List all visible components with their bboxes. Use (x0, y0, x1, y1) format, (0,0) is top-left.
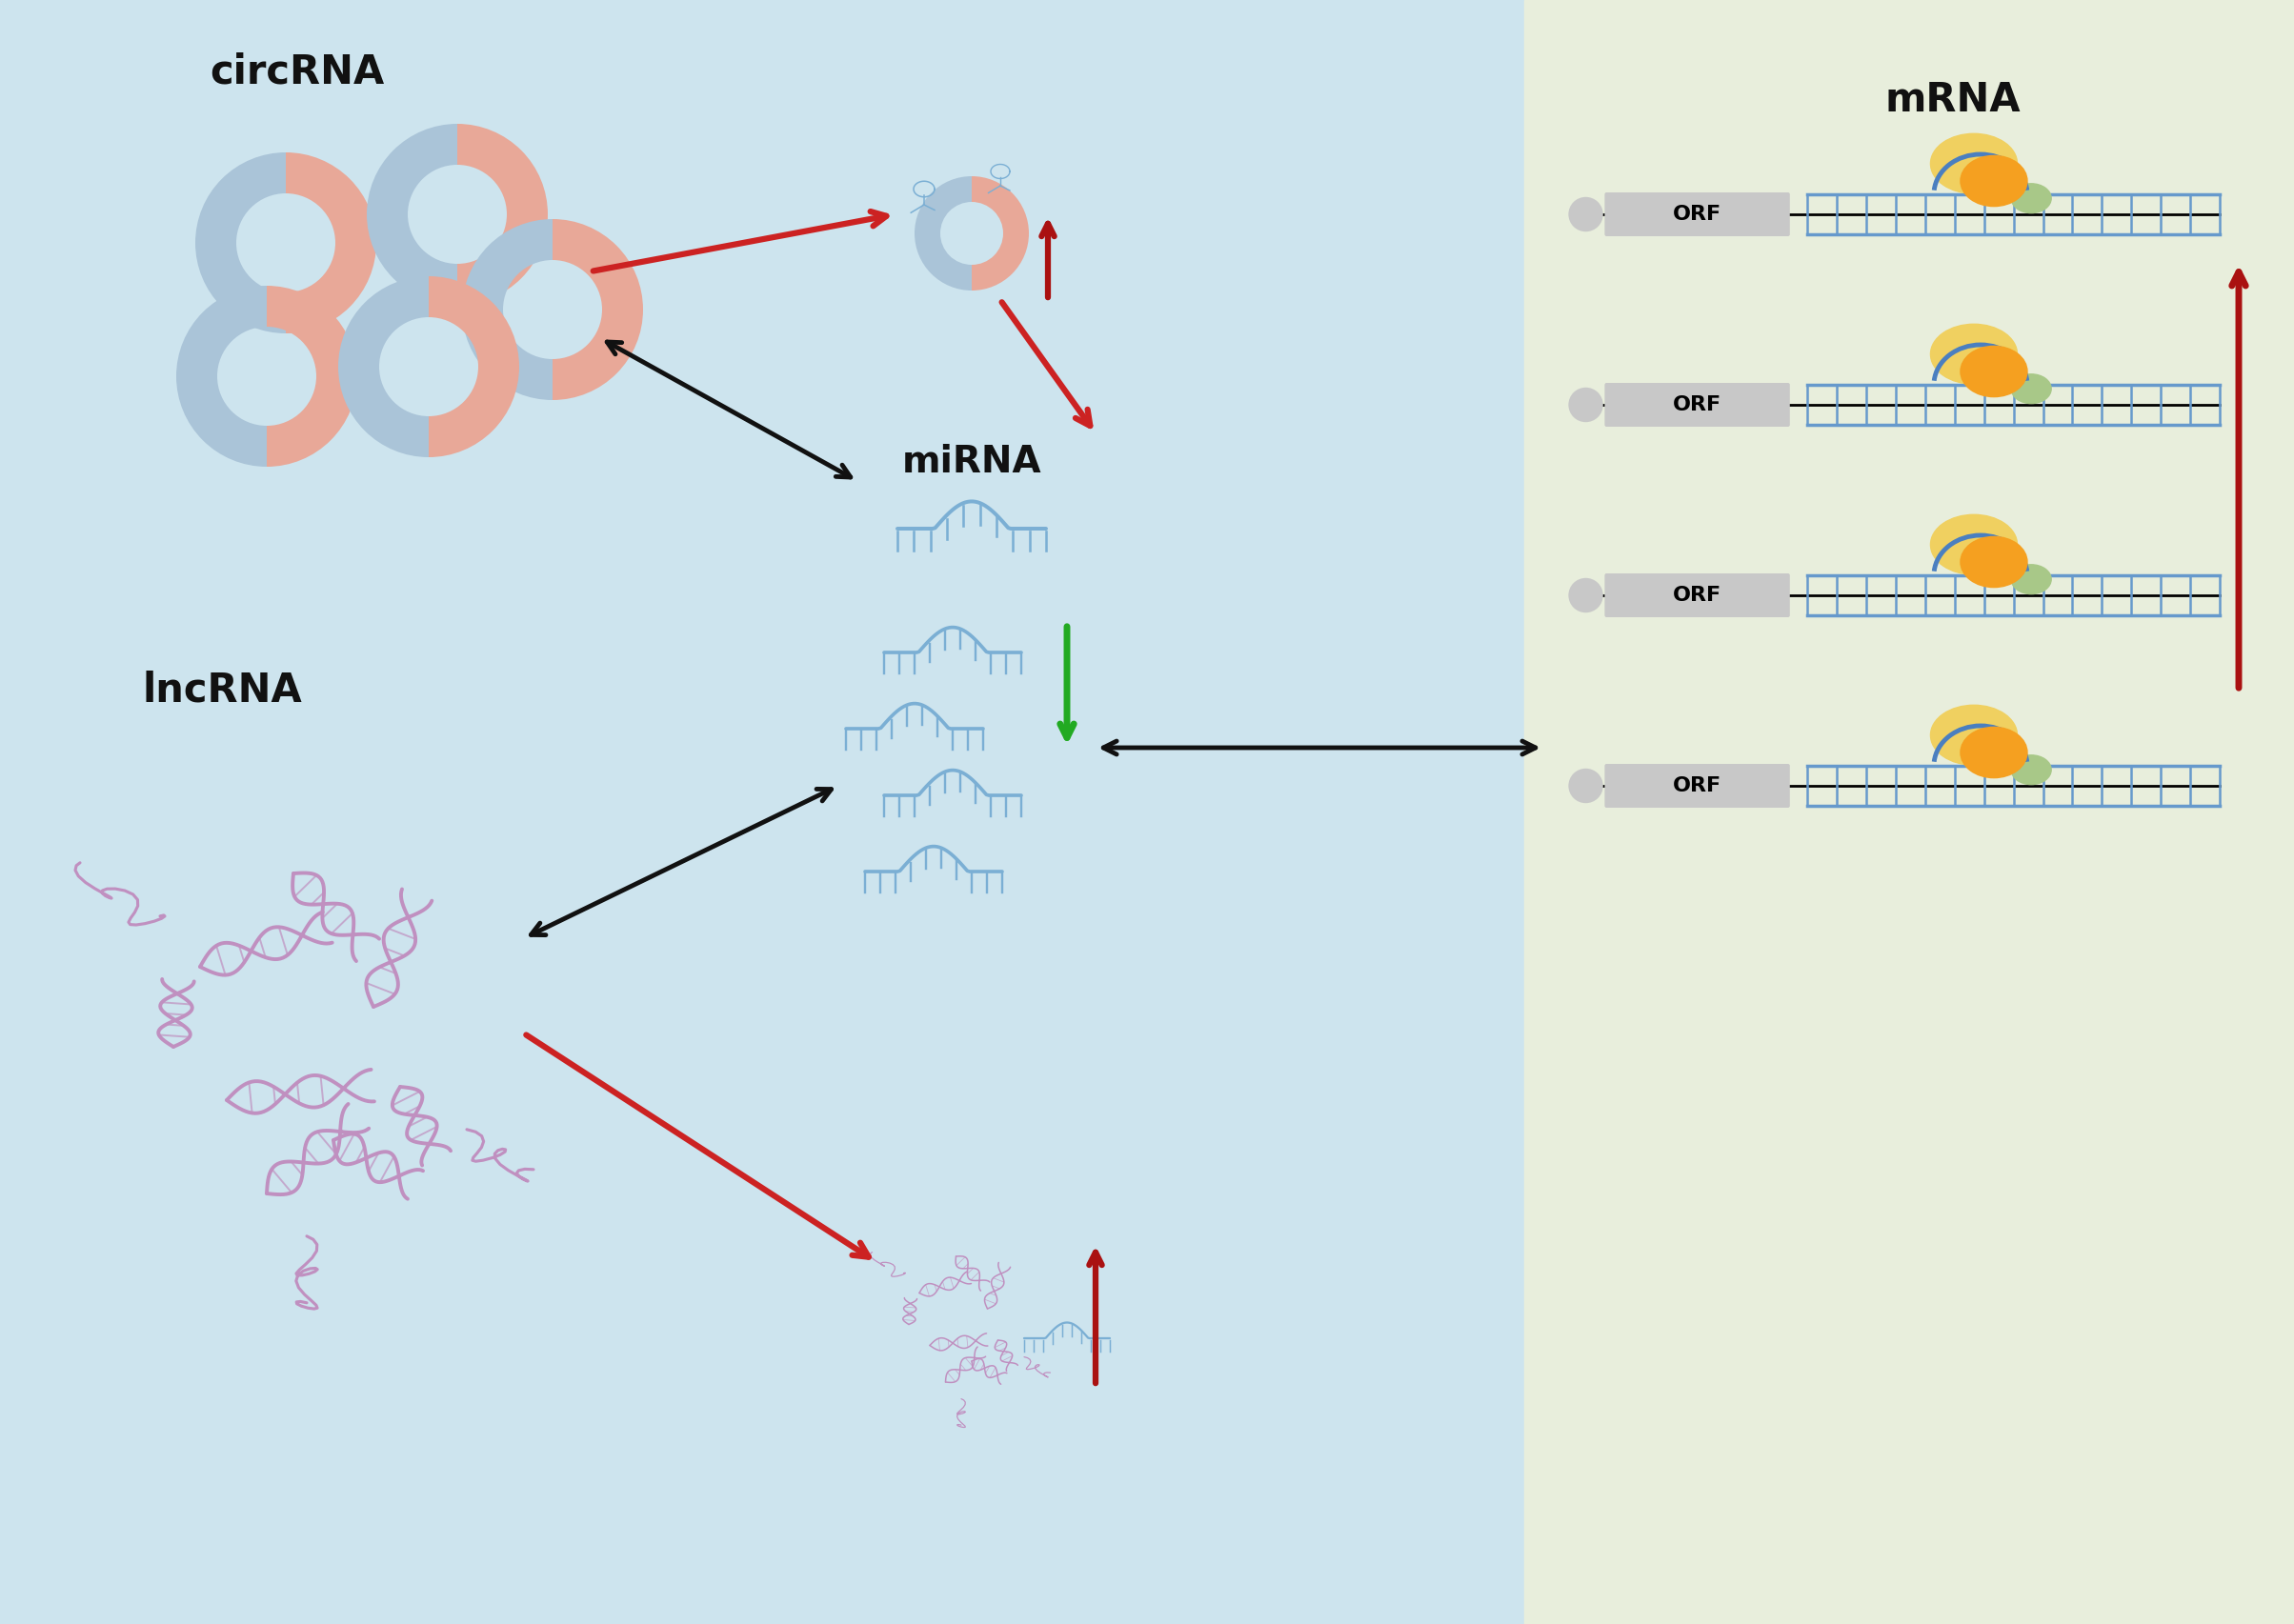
Circle shape (1569, 768, 1604, 804)
Ellipse shape (2012, 755, 2051, 784)
Wedge shape (429, 276, 518, 458)
Wedge shape (266, 286, 358, 466)
Ellipse shape (1961, 156, 2028, 206)
FancyBboxPatch shape (1606, 573, 1789, 617)
Ellipse shape (1961, 728, 2028, 778)
Text: mRNA: mRNA (1886, 80, 2021, 120)
Ellipse shape (1961, 346, 2028, 396)
Ellipse shape (2012, 374, 2051, 403)
Ellipse shape (2012, 184, 2051, 213)
Text: lncRNA: lncRNA (142, 671, 303, 711)
FancyBboxPatch shape (1606, 192, 1789, 235)
Wedge shape (461, 219, 553, 400)
Ellipse shape (1932, 133, 2016, 193)
Ellipse shape (1932, 705, 2016, 765)
Ellipse shape (2012, 565, 2051, 594)
Ellipse shape (1961, 536, 2028, 588)
Circle shape (1569, 578, 1604, 612)
Circle shape (1569, 197, 1604, 232)
Bar (1523, 0, 2294, 1624)
FancyBboxPatch shape (1606, 763, 1789, 807)
Wedge shape (177, 286, 266, 466)
Bar (0, 0, 1523, 1624)
Wedge shape (457, 123, 548, 305)
Text: circRNA: circRNA (209, 52, 383, 91)
Wedge shape (915, 177, 973, 291)
Text: ORF: ORF (1672, 586, 1720, 604)
Text: ORF: ORF (1672, 205, 1720, 224)
Wedge shape (553, 219, 642, 400)
Wedge shape (973, 177, 1030, 291)
Circle shape (1569, 388, 1604, 422)
Ellipse shape (1932, 515, 2016, 575)
Wedge shape (337, 276, 429, 458)
FancyBboxPatch shape (1606, 383, 1789, 427)
Wedge shape (367, 123, 457, 305)
Ellipse shape (1932, 325, 2016, 385)
Text: ORF: ORF (1672, 776, 1720, 796)
Wedge shape (195, 153, 287, 333)
Text: ORF: ORF (1672, 395, 1720, 414)
Wedge shape (287, 153, 376, 333)
Text: miRNA: miRNA (902, 443, 1041, 481)
